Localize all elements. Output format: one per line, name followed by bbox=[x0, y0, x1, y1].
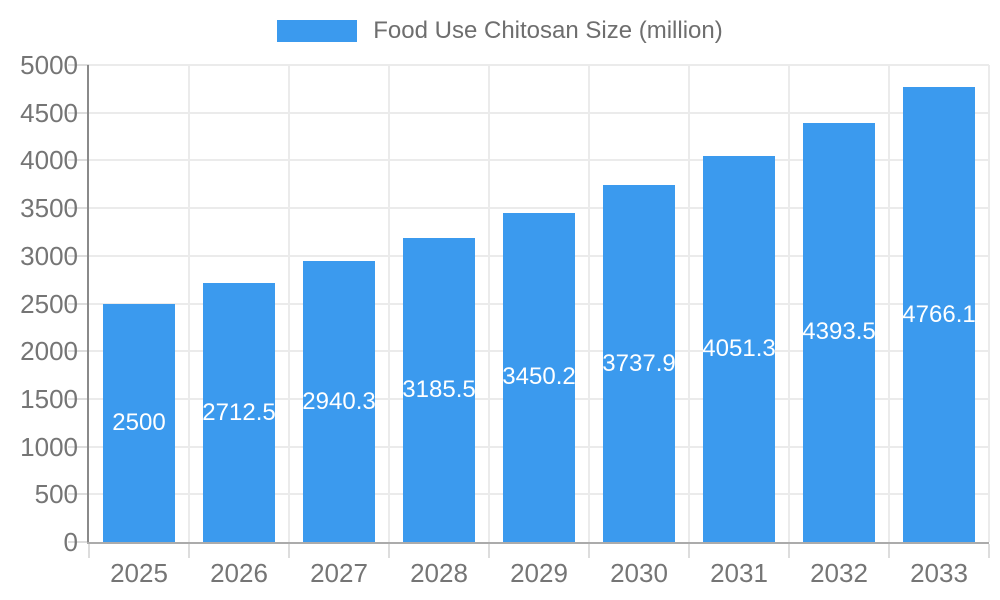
y-axis-tick bbox=[68, 445, 89, 448]
bar-value-label: 2940.3 bbox=[302, 387, 376, 415]
gridline-vertical bbox=[988, 65, 990, 542]
y-axis-tick bbox=[68, 111, 89, 114]
legend-label: Food Use Chitosan Size (million) bbox=[373, 17, 723, 44]
y-axis-label: 3000 bbox=[20, 240, 78, 271]
x-axis-tick bbox=[788, 544, 790, 558]
x-axis-tick bbox=[688, 544, 690, 558]
bar-value-label: 2712.5 bbox=[202, 398, 276, 426]
y-axis-tick bbox=[68, 159, 89, 162]
x-axis-label: 2029 bbox=[510, 558, 568, 588]
x-axis-line bbox=[87, 542, 989, 544]
y-axis-tick bbox=[68, 64, 89, 66]
y-axis-tick bbox=[68, 254, 89, 257]
bar-value-label: 3185.5 bbox=[402, 376, 476, 404]
x-axis-tick bbox=[288, 544, 290, 558]
legend-item[interactable]: Food Use Chitosan Size (million) bbox=[0, 18, 1000, 44]
y-axis-tick bbox=[68, 350, 89, 353]
x-axis-tick bbox=[988, 544, 990, 558]
bar-value-label: 3450.2 bbox=[502, 363, 576, 391]
legend-swatch bbox=[277, 20, 358, 42]
bar-2029: 3450.2 bbox=[502, 212, 576, 542]
bar-2026: 2712.5 bbox=[202, 283, 276, 542]
y-axis-label: 4000 bbox=[20, 145, 78, 176]
x-axis-label: 2028 bbox=[410, 558, 468, 588]
bar-value-label: 4766.1 bbox=[902, 300, 976, 328]
bar-2033: 4766.1 bbox=[902, 87, 976, 542]
bar-2025: 2500 bbox=[103, 303, 175, 542]
y-axis-label: 1000 bbox=[20, 431, 78, 462]
x-axis-label: 2032 bbox=[810, 558, 868, 588]
bar-value-label: 2500 bbox=[112, 408, 166, 436]
x-axis-label: 2025 bbox=[110, 558, 168, 588]
x-axis-tick bbox=[388, 544, 390, 558]
y-axis-label: 500 bbox=[34, 479, 78, 510]
gridline-horizontal bbox=[89, 64, 989, 66]
y-axis-label: 1500 bbox=[20, 383, 78, 414]
y-axis-line bbox=[87, 65, 89, 542]
bar-value-label: 4051.3 bbox=[702, 334, 776, 362]
x-axis-tick bbox=[888, 544, 890, 558]
bar-2031: 4051.3 bbox=[702, 155, 776, 542]
y-axis-label: 4500 bbox=[20, 97, 78, 128]
y-axis-label: 5000 bbox=[20, 50, 78, 80]
gridline-horizontal bbox=[89, 207, 989, 210]
x-axis-tick bbox=[588, 544, 590, 558]
x-axis-label: 2027 bbox=[310, 558, 368, 588]
x-axis-label: 2033 bbox=[910, 558, 968, 588]
bar-2030: 3737.9 bbox=[602, 185, 676, 542]
gridline-horizontal bbox=[89, 159, 989, 162]
y-axis-label: 0 bbox=[63, 527, 78, 557]
bar-2032: 4393.5 bbox=[802, 122, 876, 542]
x-axis-label: 2026 bbox=[210, 558, 268, 588]
y-axis-label: 2000 bbox=[20, 336, 78, 367]
x-axis-tick bbox=[488, 544, 490, 558]
y-axis-tick bbox=[68, 397, 89, 400]
gridline-horizontal bbox=[89, 111, 989, 114]
y-axis-tick bbox=[68, 302, 89, 305]
bar-2027: 2940.3 bbox=[302, 261, 376, 542]
y-axis-tick bbox=[68, 207, 89, 210]
x-axis-label: 2031 bbox=[710, 558, 768, 588]
bar-2028: 3185.5 bbox=[402, 238, 476, 542]
y-axis-label: 3500 bbox=[20, 193, 78, 224]
y-axis-tick bbox=[68, 541, 89, 543]
y-axis-tick bbox=[68, 493, 89, 496]
x-axis-tick bbox=[88, 544, 90, 558]
bar-value-label: 4393.5 bbox=[802, 318, 876, 346]
x-axis-tick bbox=[188, 544, 190, 558]
x-axis-label: 2030 bbox=[610, 558, 668, 588]
y-axis-label: 2500 bbox=[20, 288, 78, 319]
bar-value-label: 3737.9 bbox=[602, 349, 676, 377]
